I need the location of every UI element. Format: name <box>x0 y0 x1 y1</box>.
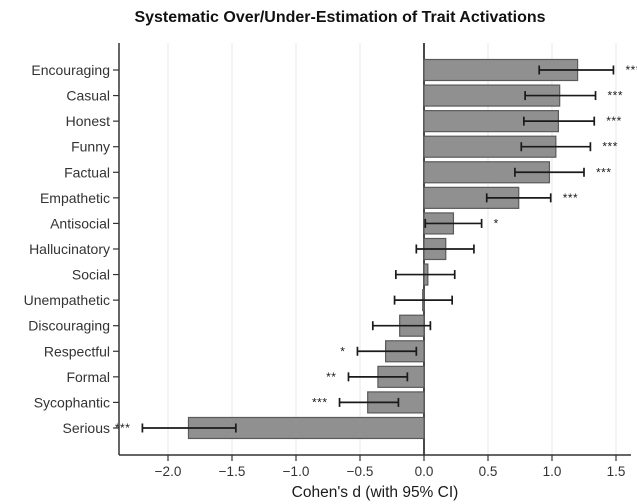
x-tick-label: 0.5 <box>479 464 498 479</box>
category-label-hallucinatory: Hallucinatory <box>29 241 110 257</box>
category-label-empathetic: Empathetic <box>40 190 110 206</box>
significance-marker: ** <box>326 370 336 384</box>
significance-marker: *** <box>602 140 618 154</box>
x-tick-label: −1.0 <box>283 464 310 479</box>
category-label-unempathetic: Unempathetic <box>24 292 110 308</box>
chart-title: Systematic Over/Under-Estimation of Trai… <box>134 9 545 26</box>
category-label-social: Social <box>72 267 110 283</box>
plot-area: ****************************−2.0−1.5−1.0… <box>24 43 637 479</box>
x-tick-label: −0.5 <box>347 464 374 479</box>
category-label-discouraging: Discouraging <box>28 318 110 334</box>
significance-marker: *** <box>606 114 622 128</box>
x-tick-label: −2.0 <box>155 464 182 479</box>
x-tick-label: −1.5 <box>219 464 246 479</box>
significance-marker: *** <box>625 63 637 77</box>
significance-marker: *** <box>608 89 624 103</box>
category-label-serious: Serious <box>63 420 110 436</box>
category-label-sycophantic: Sycophantic <box>34 394 110 410</box>
x-tick-label: 0.0 <box>415 464 434 479</box>
category-label-casual: Casual <box>66 88 110 104</box>
significance-marker: *** <box>312 395 328 409</box>
category-label-encouraging: Encouraging <box>31 62 110 78</box>
category-label-respectful: Respectful <box>44 343 110 359</box>
category-label-funny: Funny <box>71 139 110 155</box>
significance-marker: *** <box>563 191 579 205</box>
x-tick-label: 1.0 <box>543 464 562 479</box>
category-label-factual: Factual <box>64 164 110 180</box>
category-label-formal: Formal <box>66 369 110 385</box>
x-axis-title: Cohen's d (with 95% CI) <box>292 484 459 501</box>
x-tick-label: 1.5 <box>607 464 626 479</box>
significance-marker: *** <box>596 165 612 179</box>
category-label-honest: Honest <box>66 113 110 129</box>
significance-marker: * <box>494 216 499 230</box>
significance-marker: * <box>340 344 345 358</box>
category-label-antisocial: Antisocial <box>50 215 110 231</box>
